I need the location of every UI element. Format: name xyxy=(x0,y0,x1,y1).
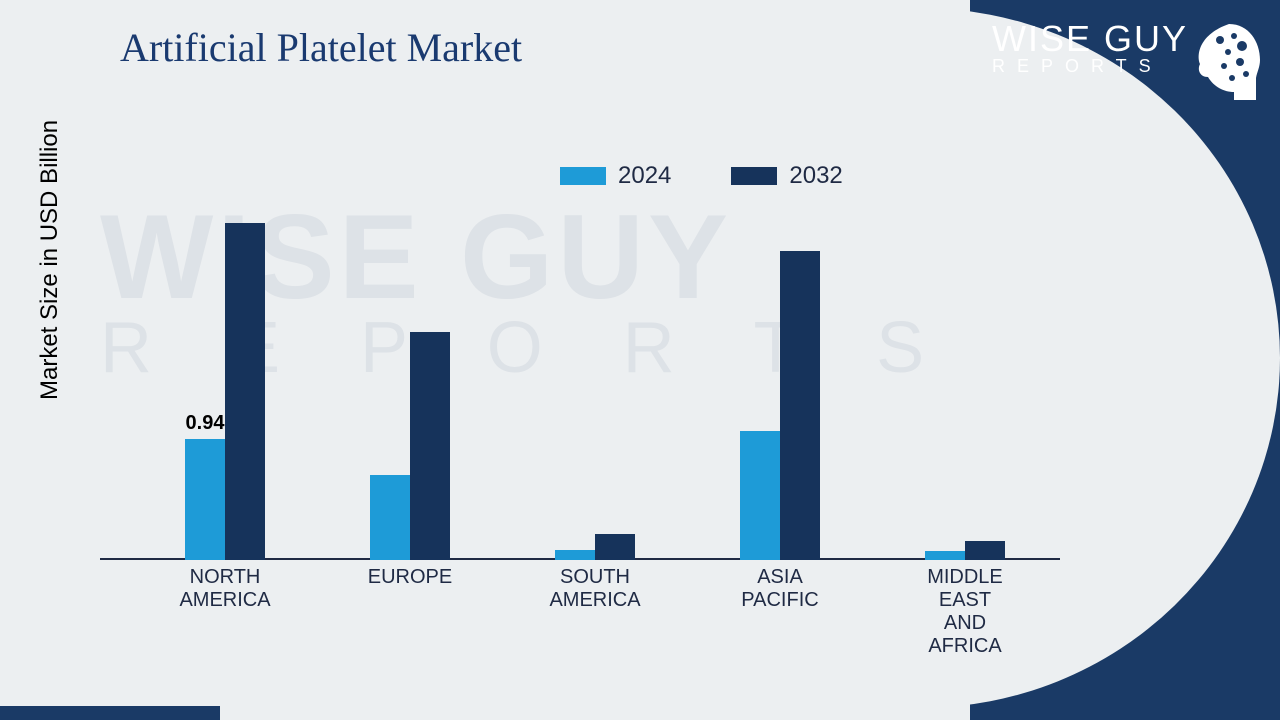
bar xyxy=(555,550,595,560)
legend-label-2024: 2024 xyxy=(618,162,671,190)
plot-area: 0.94NORTH AMERICAEUROPESOUTH AMERICAASIA… xyxy=(100,200,1060,560)
legend-swatch-2032 xyxy=(731,167,777,185)
x-tick-label: NORTH AMERICA xyxy=(140,560,310,612)
legend-item-2024: 2024 xyxy=(560,162,671,190)
bar xyxy=(410,332,450,560)
bar xyxy=(595,534,635,560)
chart-canvas: WISE GUY REPORTS Artificial Platelet Mar… xyxy=(0,0,1280,720)
bar-pair xyxy=(925,541,1005,560)
bar-pair xyxy=(370,332,450,560)
bar-pair: 0.94 xyxy=(185,223,265,560)
legend-swatch-2024 xyxy=(560,167,606,185)
legend-item-2032: 2032 xyxy=(731,162,842,190)
legend-label-2032: 2032 xyxy=(789,162,842,190)
y-axis-label: Market Size in USD Billion xyxy=(36,120,64,400)
x-tick-label: MIDDLE EAST AND AFRICA xyxy=(880,560,1050,658)
bar xyxy=(740,431,780,560)
bar: 0.94 xyxy=(185,439,225,560)
legend: 2024 2032 xyxy=(560,162,843,190)
chart-title: Artificial Platelet Market xyxy=(120,24,522,71)
x-tick-label: EUROPE xyxy=(325,560,495,589)
bar-value-label: 0.94 xyxy=(185,412,225,435)
footer-accent-bar xyxy=(0,706,220,720)
x-tick-label: SOUTH AMERICA xyxy=(510,560,680,612)
bar xyxy=(780,251,820,560)
bar xyxy=(925,551,965,560)
bar xyxy=(965,541,1005,560)
bar xyxy=(370,475,410,560)
bar xyxy=(225,223,265,560)
bar-pair xyxy=(740,251,820,560)
bar-pair xyxy=(555,534,635,560)
brand-logo: WISE GUY REPORTS xyxy=(992,18,1262,77)
brand-head-icon xyxy=(1194,22,1264,102)
x-tick-label: ASIA PACIFIC xyxy=(695,560,865,612)
